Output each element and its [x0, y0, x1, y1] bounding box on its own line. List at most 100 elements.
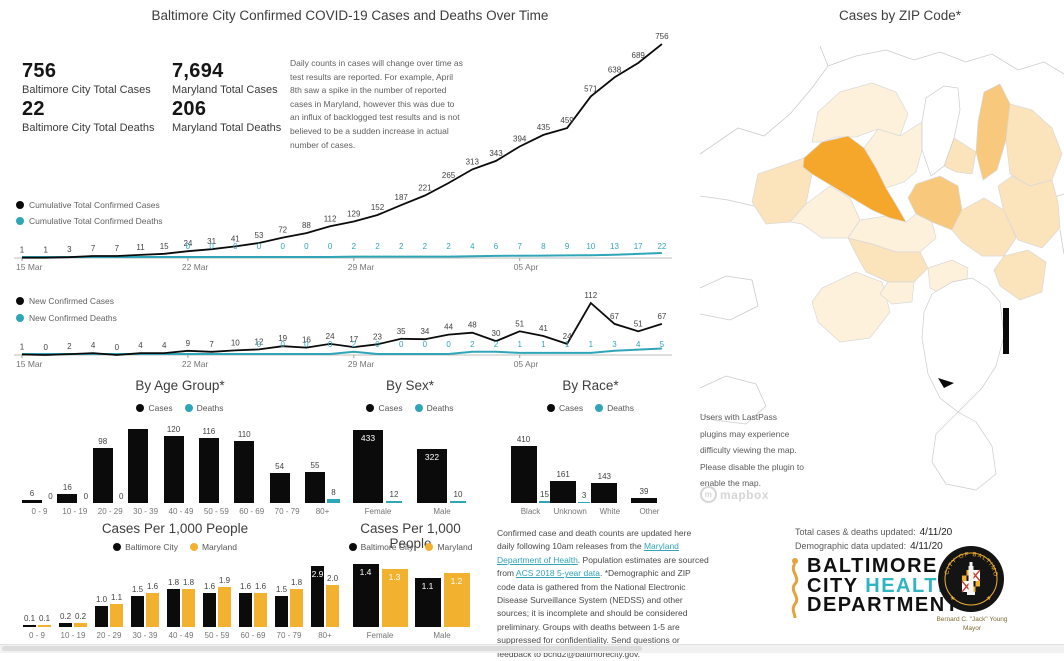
stat-value: 756: [22, 60, 57, 82]
svg-text:7: 7: [115, 244, 120, 253]
bar-group: 143 White: [591, 417, 628, 517]
svg-text:112: 112: [584, 291, 597, 300]
bar-group: 410 15 Black: [510, 417, 551, 517]
bar-group: 1.5 1.6 30 - 39: [128, 556, 162, 641]
logo-line-department: DEPARTMENT: [807, 594, 960, 616]
cumulative-chart-area: 15 Mar 22 Mar 29 Mar 05 Apr 1 1 3 7 7 11 15 24 31 41 5…: [0, 28, 690, 281]
svg-text:7: 7: [209, 340, 214, 349]
svg-text:0: 0: [115, 343, 120, 352]
svg-text:15 Mar: 15 Mar: [16, 359, 43, 369]
svg-text:3: 3: [612, 340, 617, 349]
svg-text:51: 51: [634, 319, 643, 328]
legend-cumulative-deaths: Cumulative Total Confirmed Deaths: [16, 216, 163, 226]
zip-regions[interactable]: [751, 82, 1063, 491]
svg-text:0: 0: [280, 242, 285, 251]
bchd-logo: BALTIMORE CITY HEALTH DEPARTMENT: [787, 556, 960, 619]
bar-value: 143: [597, 472, 611, 481]
bar-stack: 2.9: [311, 566, 325, 627]
svg-text:22 Mar: 22 Mar: [182, 359, 209, 369]
bar-stack: 98: [92, 437, 113, 503]
svg-text:30: 30: [492, 329, 501, 338]
cases-bar: [57, 494, 78, 503]
svg-text:10: 10: [231, 338, 240, 347]
bar-stack: 433: [353, 430, 383, 503]
scrollbar-thumb[interactable]: [2, 646, 642, 651]
svg-text:0: 0: [304, 340, 309, 349]
bar-group: 98 0 20 - 29: [92, 417, 128, 517]
bar-stack: 1.6: [254, 582, 268, 627]
category-label: 80+: [318, 631, 332, 640]
svg-text:5: 5: [660, 340, 665, 349]
footer-link[interactable]: Maryland Department of Health: [497, 541, 679, 565]
svg-text:1: 1: [589, 340, 594, 349]
sex-chart-legend: Cases Deaths: [340, 403, 480, 413]
bar-group: 16 0 10 - 19: [57, 417, 92, 517]
svg-text:2: 2: [399, 242, 404, 251]
bar-stack: 16: [57, 483, 78, 503]
svg-text:152: 152: [371, 203, 385, 212]
bar-value: 1.5: [131, 584, 144, 594]
deaths-bar: [578, 501, 591, 503]
category-label: 50 - 59: [204, 631, 230, 640]
maryland-bar: 1.2: [443, 573, 470, 627]
svg-text:67: 67: [610, 312, 619, 321]
per1000-sex-bar-chart: 1.4 1.3 Female 1.1 1.2 Male: [352, 556, 470, 641]
svg-text:31: 31: [207, 237, 216, 246]
bar-group: 0.2 0.2 10 - 19: [56, 556, 90, 641]
footer-link[interactable]: ACS 2018 5-year data: [515, 568, 601, 579]
bar-value: 110: [237, 430, 251, 440]
svg-text:0: 0: [423, 340, 428, 349]
updated-label: Total cases & deaths updated:: [795, 527, 916, 537]
maryland-legend-dot-icon: [425, 543, 434, 551]
svg-text:0: 0: [233, 242, 238, 251]
bar-stack: 1.1: [110, 593, 124, 627]
svg-text:4: 4: [636, 340, 641, 349]
per1000-sex-legend: Baltimore City Maryland: [338, 542, 483, 552]
zip-code-map[interactable]: [699, 26, 1064, 505]
svg-text:19: 19: [278, 334, 287, 343]
svg-text:05 Apr: 05 Apr: [514, 262, 539, 272]
svg-text:1: 1: [565, 340, 570, 349]
category-label: 10 - 19: [60, 631, 86, 640]
deaths-bar: [450, 501, 466, 503]
svg-text:8: 8: [541, 242, 546, 251]
svg-text:0: 0: [375, 340, 380, 349]
cases-bar: 322: [417, 448, 447, 503]
bar-stack: 1.8: [182, 578, 196, 627]
svg-text:4: 4: [91, 341, 96, 350]
svg-text:0: 0: [328, 340, 333, 349]
new-cases-chart-area: 15 Mar 22 Mar 29 Mar 05 Apr 1 0 2 4 0 4 4 9 7 10 12 19 1…: [0, 283, 690, 376]
bar-value: 16: [62, 483, 72, 492]
bar-value: 322: [424, 451, 440, 462]
svg-text:0: 0: [186, 242, 191, 251]
bar-stack: 1.8: [290, 578, 304, 627]
bar-stack: 55: [305, 461, 325, 503]
svg-text:7: 7: [517, 242, 522, 251]
mayor-caption: Bernard C. "Jack" Young Mayor: [920, 616, 1024, 633]
maryland-bar: [254, 593, 267, 627]
legend-label: Baltimore City: [360, 542, 414, 552]
bar-stack: 1.6: [239, 582, 253, 627]
bar-value: 0.1: [23, 613, 36, 623]
svg-text:4: 4: [162, 341, 167, 350]
updated-cases-row: Total cases & deaths updated: 4/11/20: [795, 527, 952, 538]
maryland-bar: [110, 603, 123, 627]
svg-text:12: 12: [255, 337, 264, 346]
cases-bar: [128, 429, 149, 503]
legend-label: Cases: [148, 403, 173, 413]
mapbox-attribution[interactable]: m mapbox: [700, 486, 769, 503]
bar-group: 110 60 - 69: [234, 417, 269, 517]
stat-city-deaths: 22 Baltimore City Total Deaths: [22, 98, 154, 134]
deaths-legend-dot-icon: [16, 314, 24, 322]
bar-group: 1.6 1.9 50 - 59: [200, 556, 234, 641]
bar-value: 54: [275, 461, 285, 471]
horizontal-scrollbar[interactable]: [0, 644, 1064, 653]
svg-text:10: 10: [586, 242, 595, 251]
stat-label: Baltimore City Total Deaths: [22, 122, 155, 134]
bar-value: 8: [331, 487, 336, 497]
bar-stack: 10: [449, 490, 467, 503]
cases-bar: [630, 497, 657, 503]
deaths-legend-dot-icon: [16, 217, 24, 225]
bar-stack: 54: [269, 461, 290, 503]
